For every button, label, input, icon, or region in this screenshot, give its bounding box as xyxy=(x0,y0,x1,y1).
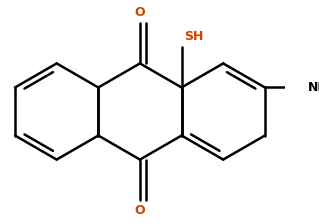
Text: NH: NH xyxy=(308,81,319,94)
Text: O: O xyxy=(135,6,145,19)
Text: SH: SH xyxy=(184,30,204,43)
Text: O: O xyxy=(135,204,145,217)
